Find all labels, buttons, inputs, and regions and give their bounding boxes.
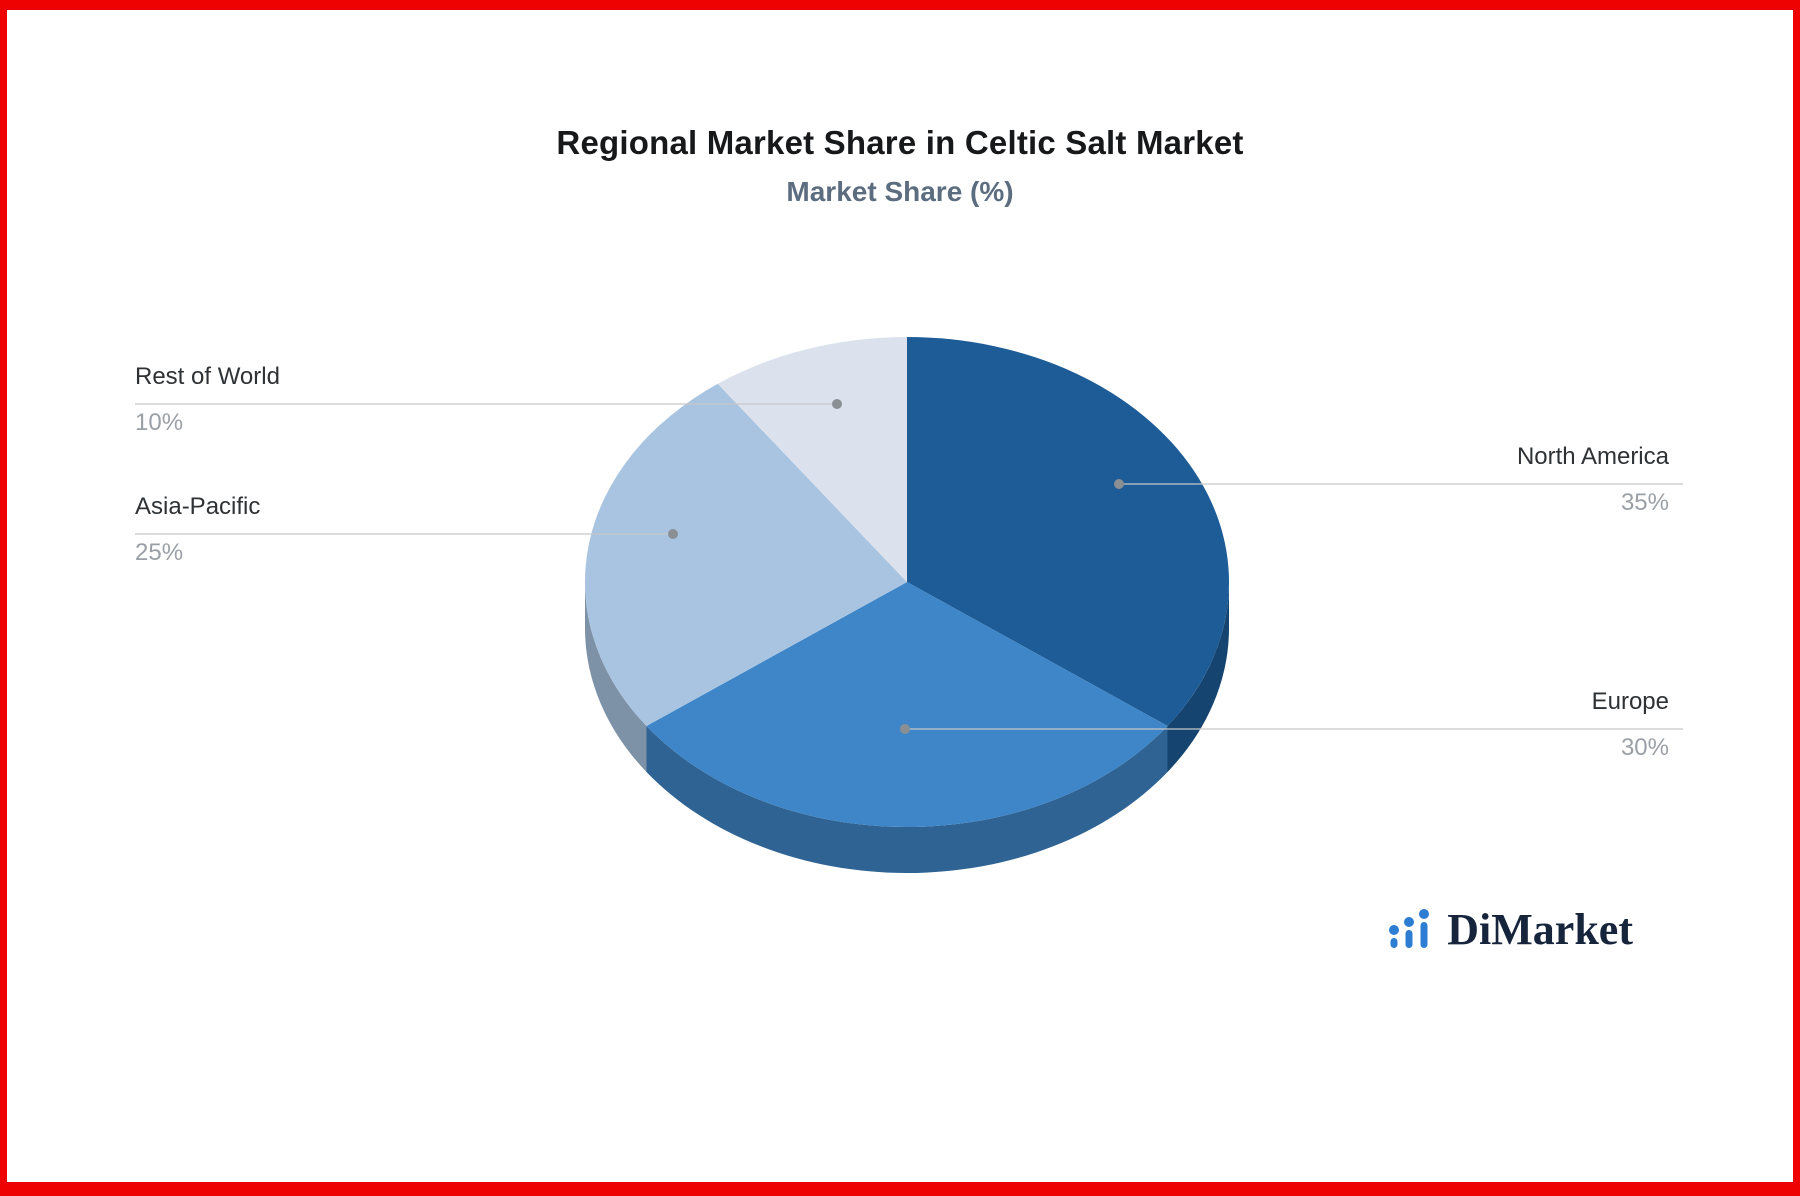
leader-dot-north-america — [1114, 479, 1124, 489]
chart-subtitle: Market Share (%) — [786, 176, 1014, 207]
leader-dot-asia-pacific — [668, 529, 678, 539]
leader-dot-rest-of-world — [832, 399, 842, 409]
leader-dot-europe — [900, 724, 910, 734]
logo-text: DiMarket — [1447, 905, 1633, 954]
pie-slice-europe[interactable] — [646, 582, 1168, 827]
callout-leaders — [135, 399, 1683, 734]
slice-value: 30% — [1620, 734, 1669, 761]
pie-depth-north-america — [1167, 582, 1229, 773]
callout-asia-pacific: Asia-Pacific 25% — [135, 492, 260, 568]
dimarket-logo: DiMarket — [1385, 906, 1633, 954]
chart-title: Regional Market Share in Celtic Salt Mar… — [556, 124, 1244, 161]
slice-label: Rest of World — [135, 363, 280, 390]
slice-value: 25% — [135, 539, 184, 566]
callout-europe: Europe 30% — [1592, 687, 1669, 763]
callout-north-america: North America 35% — [1517, 442, 1669, 518]
pie-depth-walls — [585, 582, 1229, 873]
pie-slice-rest-of-world[interactable] — [717, 337, 907, 582]
slice-value: 10% — [135, 409, 184, 436]
pie-depth-asia-pacific — [585, 582, 647, 773]
pie-slice-asia-pacific[interactable] — [585, 383, 907, 727]
pie-chart — [135, 337, 1683, 873]
bar-chart-icon — [1389, 909, 1430, 948]
pie-slices — [585, 337, 1229, 827]
pie-slice-north-america[interactable] — [907, 337, 1229, 727]
slice-value: 35% — [1620, 489, 1669, 516]
slice-label: North America — [1516, 443, 1669, 470]
callout-rest-of-world: Rest of World 10% — [135, 362, 280, 438]
slice-label: Asia-Pacific — [135, 493, 261, 520]
pie-depth-europe — [646, 726, 1168, 873]
slice-label: Europe — [1591, 688, 1669, 715]
